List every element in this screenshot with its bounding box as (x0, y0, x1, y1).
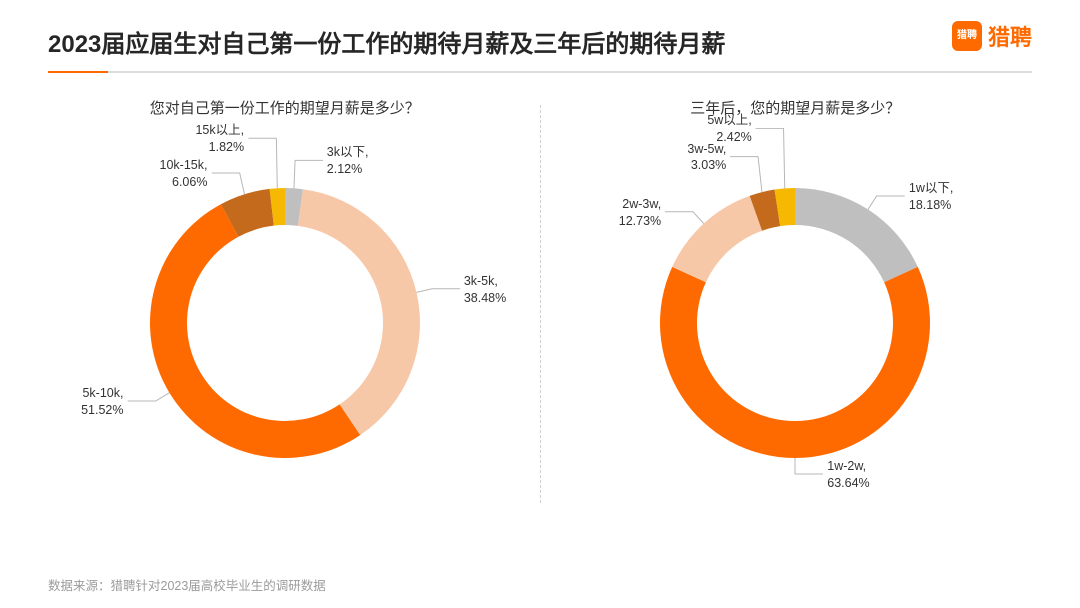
slice-label: 1w以下, 18.18% (909, 180, 953, 214)
donut-slice (672, 196, 762, 282)
slice-label-name: 10k-15k, (160, 158, 208, 172)
slice-label: 3k-5k, 38.48% (464, 273, 506, 307)
leader-line (730, 157, 762, 193)
slice-label-value: 6.06% (160, 174, 208, 191)
leader-line (756, 128, 785, 188)
leader-line (416, 289, 460, 293)
leader-line (795, 458, 823, 474)
leader-line (868, 196, 905, 209)
slice-label-name: 1w以下, (909, 181, 953, 195)
slice-label-value: 3.03% (687, 157, 726, 174)
panel-three-years: 三年后，您的期望月薪是多少？ 1w以下,18.18%1w-2w,63.64%2w… (541, 91, 1051, 533)
slice-label-value: 38.48% (464, 290, 506, 307)
donut-slice (660, 267, 930, 458)
slice-label: 10k-15k, 6.06% (160, 157, 208, 191)
page-title: 2023届应届生对自己第一份工作的期待月薪及三年后的期待月薪 (48, 24, 1032, 59)
donut-slice (795, 188, 918, 282)
slice-label-value: 18.18% (909, 197, 953, 214)
slice-label: 1w-2w, 63.64% (827, 458, 869, 492)
slice-label-value: 51.52% (81, 402, 123, 419)
slice-label-name: 2w-3w, (622, 197, 661, 211)
slice-label-value: 2.42% (707, 129, 751, 146)
panel-first-job: 您对自己第一份工作的期望月薪是多少？ 3k以下, 2.12% 3k-5k, 38.48… (30, 91, 540, 533)
panel-title-left: 您对自己第一份工作的期望月薪是多少？ (150, 97, 420, 118)
slice-label-name: 3k以下, (327, 145, 369, 159)
charts-row: 您对自己第一份工作的期望月薪是多少？ 3k以下, 2.12% 3k-5k, 38.48… (0, 73, 1080, 543)
slice-label-value: 63.64% (827, 475, 869, 492)
slice-label-value: 2.12% (327, 161, 369, 178)
slice-label-name: 1w-2w, (827, 459, 866, 473)
brand-text: 猎聘 (988, 20, 1032, 52)
data-source: 数据来源：猎聘针对2023届高校毕业生的调研数据 (48, 575, 326, 594)
slice-label-value: 12.73% (619, 213, 661, 230)
slice-label: 5k-10k, 51.52% (81, 385, 123, 419)
slice-label: 2w-3w, 12.73% (619, 196, 661, 230)
slice-label-name: 15k以上, (195, 123, 244, 137)
donut-slice (150, 204, 360, 458)
slice-label-name: 3k-5k, (464, 274, 498, 288)
leader-line (665, 212, 704, 224)
leader-line (127, 393, 169, 401)
brand-logo: 猎聘 猎聘 (952, 20, 1032, 52)
slice-label: 15k以上, 1.82% (195, 122, 244, 156)
slice-label-name: 5k-10k, (82, 386, 123, 400)
header: 2023届应届生对自己第一份工作的期待月薪及三年后的期待月薪 猎聘 猎聘 (0, 0, 1080, 71)
leader-line (211, 173, 244, 194)
slice-label: 5w以上, 2.42% (707, 112, 751, 146)
donut-chart-three-years: 1w以下,18.18%1w-2w,63.64%2w-3w,12.73%3w-5w… (545, 128, 1045, 508)
leader-line (294, 160, 323, 188)
brand-icon: 猎聘 (952, 21, 982, 51)
slice-label-value: 1.82% (195, 139, 244, 156)
leader-line (248, 138, 277, 188)
slice-label: 3k以下, 2.12% (327, 144, 369, 178)
donut-slice (298, 189, 420, 435)
donut-chart-first-job: 3k以下, 2.12% 3k-5k, 38.48% 5k-10k, 51.52% 10k-1… (35, 128, 535, 508)
slice-label-name: 5w以上, (707, 113, 751, 127)
